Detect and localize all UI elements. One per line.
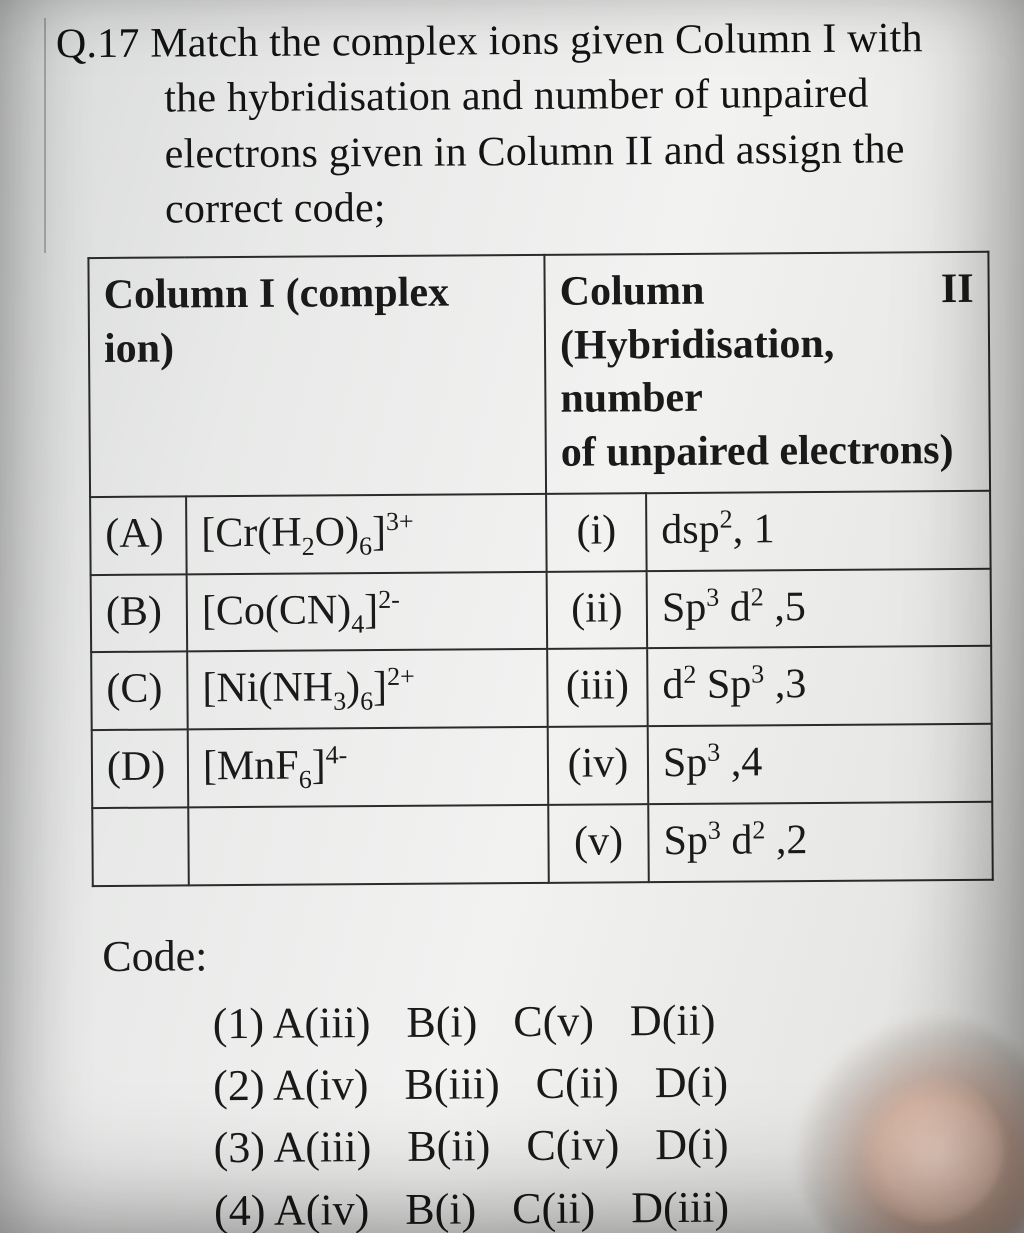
opt-1-d: D(ii) xyxy=(630,989,716,1052)
cell-empty-ion xyxy=(188,805,549,885)
table-row: (C) [Ni(NH3)6]2+ (iii) d2 Sp3 ,3 xyxy=(91,646,992,730)
question-line-4: correct code; xyxy=(165,177,997,238)
cell-iv-label: (iv) xyxy=(548,726,649,804)
opt-1-a: (1) A(iii) xyxy=(213,992,371,1056)
header-col2-l3: of unpaired electrons) xyxy=(561,427,954,476)
header-col1-l1: Column I (complex xyxy=(104,269,450,317)
opt-3-a: (3) A(iii) xyxy=(213,1117,371,1181)
opt-3-c: C(iv) xyxy=(526,1115,619,1178)
opt-2-a: (2) A(iv) xyxy=(213,1054,369,1118)
table-row: (B) [Co(CN)4]2- (ii) Sp3 d2 ,5 xyxy=(91,568,992,652)
cell-empty-label xyxy=(92,807,189,885)
cell-C-ion: [Ni(NH3)6]2+ xyxy=(187,649,548,729)
opt-3-d: D(i) xyxy=(655,1114,729,1177)
header-col1: Column I (complex ion) xyxy=(88,255,546,497)
opt-1-c: C(v) xyxy=(513,990,594,1053)
header-col2-l1a: Column xyxy=(559,265,704,320)
cell-D-label: (D) xyxy=(92,729,189,807)
page: Q.17 Match the complex ions given Column… xyxy=(0,0,1024,1233)
header-col1-l2: ion) xyxy=(104,325,174,371)
cell-ii-label: (ii) xyxy=(547,571,648,649)
header-col2-l1b: II xyxy=(941,263,974,317)
cell-ii-val: Sp3 d2 ,5 xyxy=(647,568,992,648)
cell-iii-label: (iii) xyxy=(547,648,648,726)
opt-3-b: B(ii) xyxy=(407,1116,491,1179)
cell-i-label: (i) xyxy=(546,493,647,571)
cell-v-label: (v) xyxy=(548,804,649,882)
question-body: the hybridisation and number of unpaired… xyxy=(56,66,997,239)
thumb-highlight xyxy=(854,1073,1004,1223)
question-line-1: Q.17 Match the complex ions given Column… xyxy=(56,11,996,73)
cell-A-label: (A) xyxy=(90,496,187,574)
cell-i-val: dsp2, 1 xyxy=(646,491,991,571)
opt-1-b: B(i) xyxy=(406,991,477,1054)
cell-iv-val: Sp3 ,4 xyxy=(648,724,993,804)
opt-4-b: B(i) xyxy=(405,1178,476,1233)
table-row: (D) [MnF6]4- (iv) Sp3 ,4 xyxy=(92,724,993,808)
cell-D-ion: [MnF6]4- xyxy=(188,727,549,807)
question-line-2: the hybridisation and number of unpaired xyxy=(164,66,996,127)
cell-B-ion: [Co(CN)4]2- xyxy=(187,571,548,651)
opt-4-d: D(iii) xyxy=(631,1177,729,1233)
opt-2-d: D(i) xyxy=(655,1052,729,1115)
question-line-3: electrons given in Column II and assign … xyxy=(165,122,997,183)
match-table: Column I (complex ion) Column II (Hybrid… xyxy=(87,251,993,887)
code-title: Code: xyxy=(102,924,1002,981)
cell-C-label: (C) xyxy=(91,652,188,730)
opt-4-c: C(ii) xyxy=(512,1177,596,1233)
table-header-row: Column I (complex ion) Column II (Hybrid… xyxy=(88,252,990,497)
opt-4-a: (4) A(iv) xyxy=(214,1179,370,1233)
header-col2: Column II (Hybridisation, number of unpa… xyxy=(544,252,990,494)
table-row: (v) Sp3 d2 ,2 xyxy=(92,802,993,886)
opt-2-c: C(ii) xyxy=(535,1052,619,1115)
cell-iii-val: d2 Sp3 ,3 xyxy=(647,646,992,726)
table-row: (A) [Cr(H2O)6]3+ (i) dsp2, 1 xyxy=(90,491,991,575)
cell-v-val: Sp3 d2 ,2 xyxy=(648,802,993,882)
opt-2-b: B(iii) xyxy=(404,1053,500,1116)
cell-B-label: (B) xyxy=(91,574,188,652)
header-col2-l2: (Hybridisation, number xyxy=(560,320,835,422)
cell-A-ion: [Cr(H2O)6]3+ xyxy=(186,494,547,574)
left-margin-rule xyxy=(44,18,46,253)
